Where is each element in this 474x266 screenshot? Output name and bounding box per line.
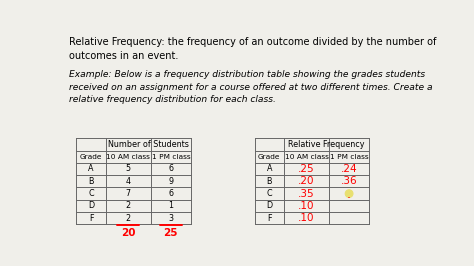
Text: 1 PM class: 1 PM class bbox=[152, 154, 190, 160]
Text: 2: 2 bbox=[126, 201, 131, 210]
Text: Grade: Grade bbox=[80, 154, 102, 160]
Text: A: A bbox=[88, 164, 94, 173]
Text: .: . bbox=[347, 188, 351, 201]
Text: .25: .25 bbox=[298, 164, 315, 174]
Text: 20: 20 bbox=[121, 228, 136, 238]
Text: 10 AM class: 10 AM class bbox=[284, 154, 328, 160]
Text: .35: .35 bbox=[298, 189, 315, 199]
Text: Relative Frequency: the frequency of an outcome divided by the number of
outcome: Relative Frequency: the frequency of an … bbox=[69, 37, 436, 61]
Text: B: B bbox=[266, 177, 272, 186]
Text: 5: 5 bbox=[126, 164, 131, 173]
Text: Relative Frequency: Relative Frequency bbox=[288, 140, 365, 149]
Text: Grade: Grade bbox=[258, 154, 281, 160]
Text: 3: 3 bbox=[168, 214, 173, 223]
Text: F: F bbox=[267, 214, 272, 223]
Text: C: C bbox=[88, 189, 94, 198]
Text: .24: .24 bbox=[341, 164, 357, 174]
Circle shape bbox=[345, 190, 353, 197]
Text: 2: 2 bbox=[126, 214, 131, 223]
Text: D: D bbox=[88, 201, 94, 210]
Text: B: B bbox=[88, 177, 94, 186]
Text: Number of Students: Number of Students bbox=[108, 140, 189, 149]
Text: 6: 6 bbox=[168, 164, 173, 173]
Text: 4: 4 bbox=[126, 177, 131, 186]
Text: 25: 25 bbox=[164, 228, 178, 238]
Text: D: D bbox=[266, 201, 273, 210]
Text: Example: Below is a frequency distribution table showing the grades students
rec: Example: Below is a frequency distributi… bbox=[69, 70, 432, 104]
Text: C: C bbox=[266, 189, 272, 198]
Text: 9: 9 bbox=[168, 177, 173, 186]
Text: 6: 6 bbox=[168, 189, 173, 198]
Text: 1 PM class: 1 PM class bbox=[330, 154, 368, 160]
Text: .20: .20 bbox=[298, 176, 315, 186]
Text: 1: 1 bbox=[168, 201, 173, 210]
Text: .36: .36 bbox=[341, 176, 357, 186]
Text: 10 AM class: 10 AM class bbox=[106, 154, 150, 160]
Text: 7: 7 bbox=[126, 189, 131, 198]
Text: A: A bbox=[266, 164, 272, 173]
Text: F: F bbox=[89, 214, 93, 223]
Text: .10: .10 bbox=[298, 201, 315, 211]
Text: .10: .10 bbox=[298, 213, 315, 223]
